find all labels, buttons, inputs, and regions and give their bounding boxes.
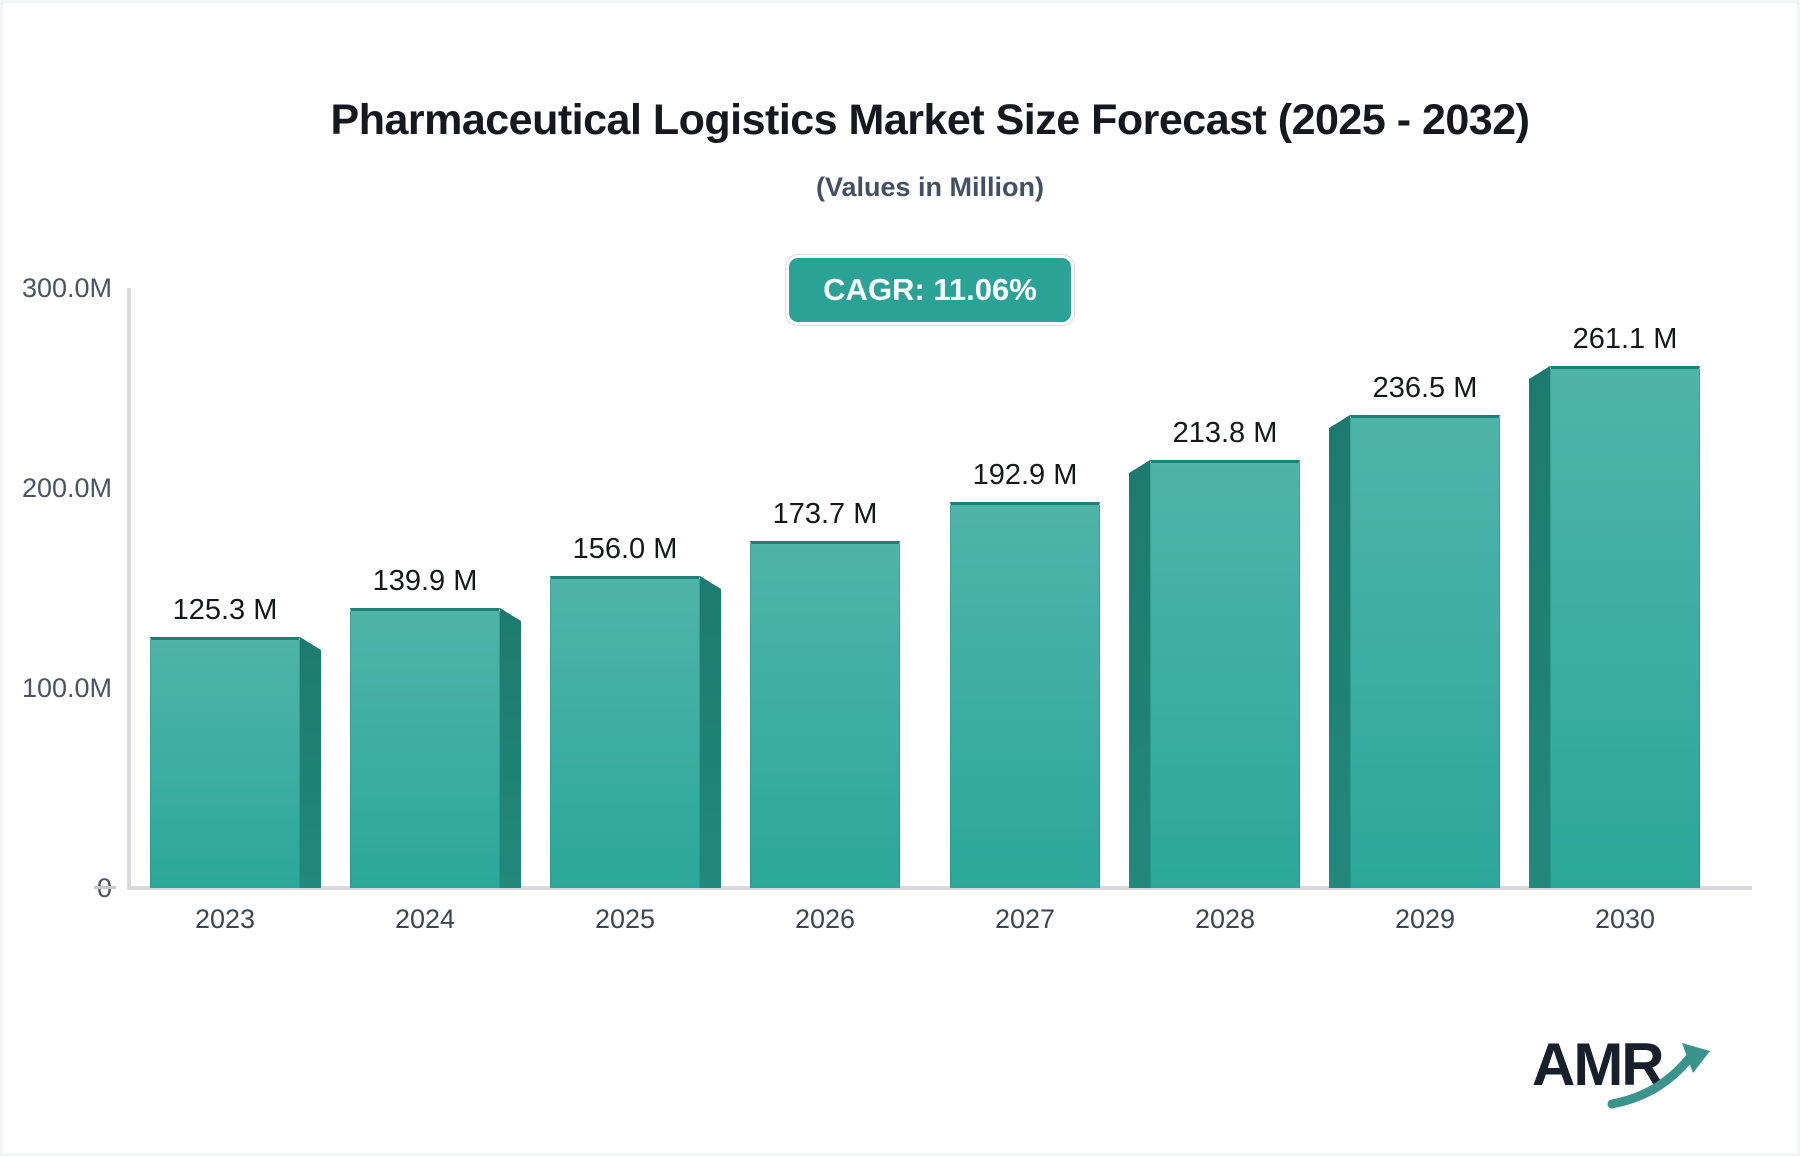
x-axis-label-2027: 2027 <box>994 904 1056 934</box>
x-axis-label-2025: 2025 <box>594 904 656 934</box>
bar-value-label-2028: 213.8 M <box>1172 417 1278 449</box>
bar-value-label-2024: 139.9 M <box>372 565 478 597</box>
cagr-badge: CAGR: 11.06% <box>786 255 1074 325</box>
bar-2030-side-face <box>1529 366 1550 888</box>
x-axis-line <box>127 886 1752 890</box>
x-axis-label-2028: 2028 <box>1194 904 1256 934</box>
bar-2025-side-face <box>700 576 721 888</box>
bar-2029 <box>1350 415 1500 888</box>
bar-2026 <box>750 541 900 888</box>
x-axis-label-2030: 2030 <box>1594 904 1656 934</box>
y-tick-label-300.0M: 300.0M <box>21 273 112 303</box>
bar-2030 <box>1550 366 1700 888</box>
amr-logo-text: AMR <box>1532 1031 1664 1098</box>
bar-2025 <box>550 576 700 888</box>
y-axis-line <box>127 288 131 890</box>
bar-value-label-2023: 125.3 M <box>172 594 278 626</box>
bar-2028 <box>1150 460 1300 888</box>
bar-2023 <box>150 637 300 888</box>
growth-arrow-icon <box>1607 1043 1710 1109</box>
y-tick-label-100.0M: 100.0M <box>21 673 112 703</box>
bar-value-label-2030: 261.1 M <box>1572 323 1678 355</box>
cagr-badge-band: CAGR: 11.06% <box>60 255 1800 325</box>
bar-2027 <box>950 502 1100 888</box>
bar-2024-side-face <box>500 608 521 888</box>
bar-2029-side-face <box>1329 415 1350 888</box>
chart-title: Pharmaceutical Logistics Market Size For… <box>330 96 1530 144</box>
bar-2028-side-face <box>1129 460 1150 888</box>
chart-subtitle: (Values in Million) <box>815 172 1045 202</box>
bar-2023-side-face <box>300 637 321 888</box>
zero-tick-mark <box>94 886 116 889</box>
y-tick-label-200.0M: 200.0M <box>21 473 112 503</box>
bar-value-label-2029: 236.5 M <box>1372 372 1478 404</box>
bar-value-label-2026: 173.7 M <box>772 498 878 530</box>
amr-logo: AMR <box>1532 1031 1710 1109</box>
x-axis-label-2029: 2029 <box>1394 904 1456 934</box>
bar-value-label-2025: 156.0 M <box>572 533 678 565</box>
x-axis-label-2023: 2023 <box>194 904 256 934</box>
x-axis-label-2024: 2024 <box>394 904 456 934</box>
bar-value-label-2027: 192.9 M <box>972 459 1078 491</box>
bar-2024 <box>350 608 500 888</box>
x-axis-label-2026: 2026 <box>794 904 856 934</box>
